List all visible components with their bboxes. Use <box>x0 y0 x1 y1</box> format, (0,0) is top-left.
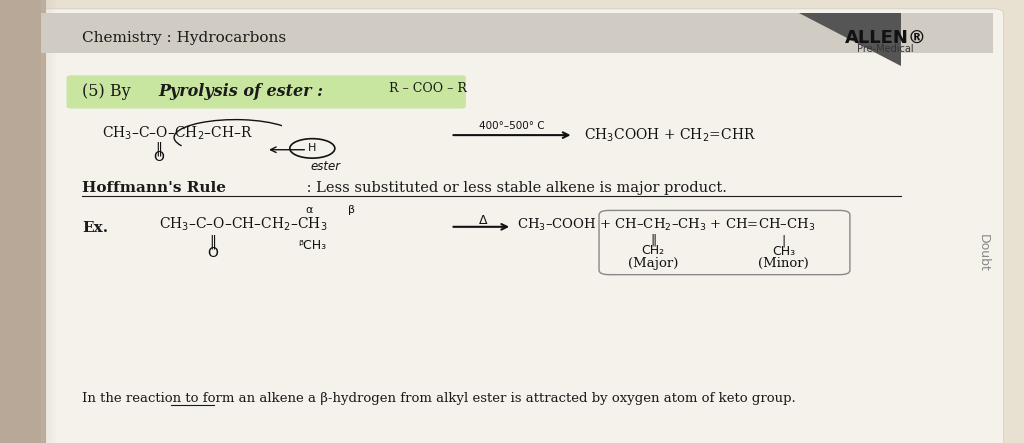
Bar <box>41 13 993 53</box>
Text: CH$_3$COOH + CH$_2$=CHR: CH$_3$COOH + CH$_2$=CHR <box>584 126 756 144</box>
Text: CH$_3$–C–O–CH$_2$–CH–R: CH$_3$–C–O–CH$_2$–CH–R <box>102 124 253 142</box>
Text: Pre-Medical: Pre-Medical <box>857 44 914 54</box>
Polygon shape <box>799 13 901 66</box>
Text: ‖: ‖ <box>650 233 656 247</box>
Text: Pyrolysis of ester :: Pyrolysis of ester : <box>159 83 324 100</box>
Text: : Less substituted or less stable alkene is major product.: : Less substituted or less stable alkene… <box>302 181 727 195</box>
Text: Chemistry : Hydrocarbons: Chemistry : Hydrocarbons <box>82 31 286 45</box>
Text: (5) By: (5) By <box>82 83 135 100</box>
Text: Doubt: Doubt <box>977 233 989 272</box>
Text: (Minor): (Minor) <box>758 257 809 270</box>
Text: Hoffmann's Rule: Hoffmann's Rule <box>82 181 226 195</box>
Text: 400°–500° C: 400°–500° C <box>479 121 545 131</box>
Text: ‖: ‖ <box>156 141 162 155</box>
Text: R – COO – R: R – COO – R <box>389 82 467 95</box>
Text: O: O <box>208 245 218 260</box>
FancyBboxPatch shape <box>67 75 466 109</box>
Text: CH$_3$–COOH + CH–CH$_2$–CH$_3$ + CH=CH–CH$_3$: CH$_3$–COOH + CH–CH$_2$–CH$_3$ + CH=CH–C… <box>517 217 815 233</box>
Text: (Major): (Major) <box>628 257 679 270</box>
Text: CH₃: CH₃ <box>772 245 795 258</box>
Text: In the reaction to form an alkene a β-hydrogen from alkyl ester is attracted by : In the reaction to form an alkene a β-hy… <box>82 392 796 405</box>
Bar <box>41 0 44 443</box>
Bar <box>53 0 56 443</box>
Bar <box>47 0 50 443</box>
Text: |: | <box>781 235 785 248</box>
Text: O: O <box>154 150 164 164</box>
Text: ᵝCH₃: ᵝCH₃ <box>298 239 327 253</box>
Text: H: H <box>308 144 316 153</box>
Text: α: α <box>305 206 313 215</box>
Bar <box>44 0 47 443</box>
Bar <box>50 0 53 443</box>
FancyBboxPatch shape <box>31 9 1004 443</box>
Text: Ex.: Ex. <box>82 221 109 235</box>
Text: Δ: Δ <box>479 214 487 227</box>
Text: CH₂: CH₂ <box>642 244 665 257</box>
Bar <box>0 0 46 443</box>
Text: CH$_3$–C–O–CH–CH$_2$–CH$_3$: CH$_3$–C–O–CH–CH$_2$–CH$_3$ <box>159 216 328 233</box>
Text: β: β <box>348 206 354 215</box>
Text: ALLEN®: ALLEN® <box>845 29 927 47</box>
Text: ester: ester <box>310 159 341 173</box>
Text: ‖: ‖ <box>210 234 216 249</box>
